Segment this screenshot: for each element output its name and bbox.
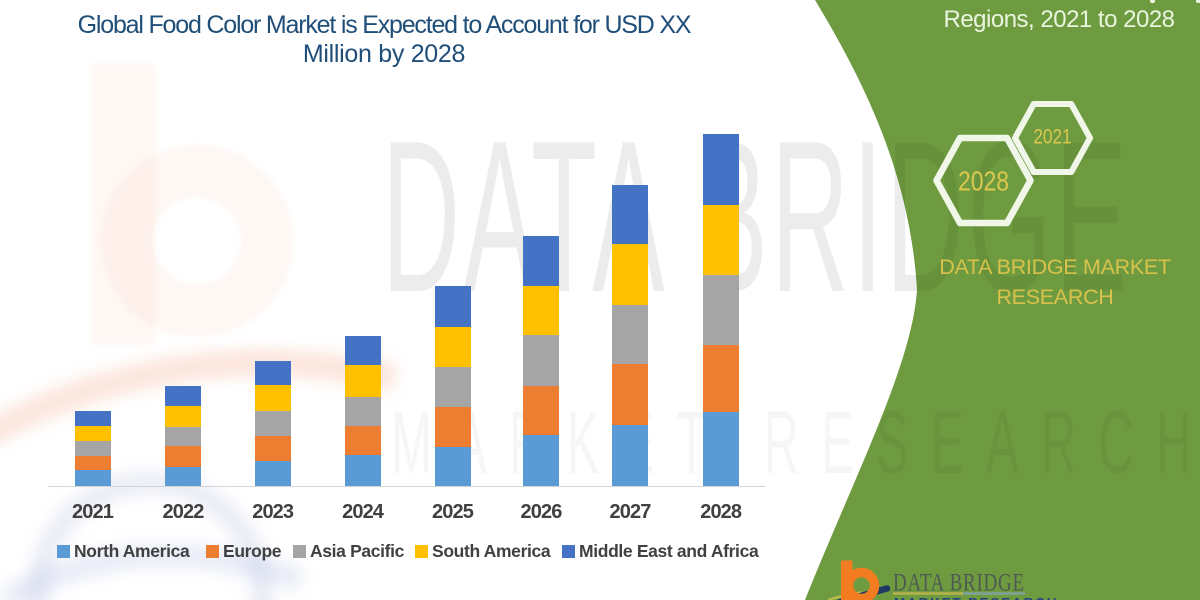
- svg-text:2021: 2021: [1033, 126, 1071, 149]
- svg-text:MARKET RESEARCH: MARKET RESEARCH: [894, 596, 1058, 600]
- svg-text:DATA BRIDGE: DATA BRIDGE: [893, 568, 1025, 596]
- svg-text:2028: 2028: [958, 166, 1009, 197]
